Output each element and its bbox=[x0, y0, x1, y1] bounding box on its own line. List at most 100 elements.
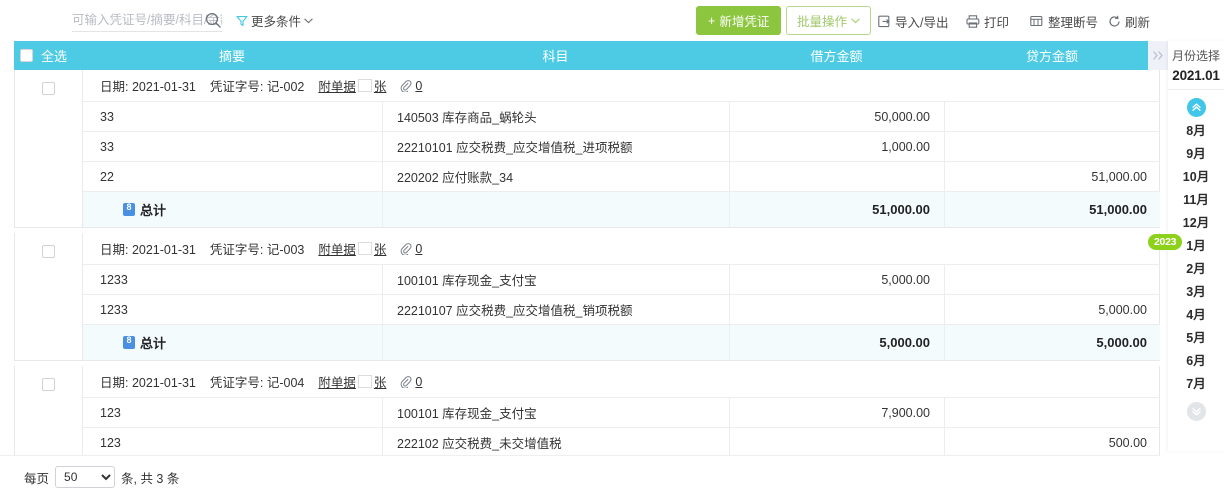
attach-prefix-label: 附单据 bbox=[318, 80, 356, 94]
attach-count-input[interactable] bbox=[357, 242, 372, 255]
entry-subject: 222102 应交税费_未交增值税 bbox=[383, 428, 730, 456]
attach-suffix-label: 张 bbox=[373, 376, 387, 390]
filter-funnel-icon bbox=[236, 15, 248, 27]
panel-divider bbox=[1168, 89, 1224, 90]
voucher-entry-row[interactable]: 33 140503 库存商品_蜗轮头 50,000.00 bbox=[83, 101, 1160, 131]
voucher-body: 日期: 2021-01-31 凭证字号: 记-004 附单据 张 0 123 100101 … bbox=[83, 366, 1160, 456]
scroll-down-months-button[interactable] bbox=[1186, 402, 1206, 421]
total-subject-cell bbox=[383, 325, 730, 360]
month-item[interactable]: 4月 bbox=[1186, 308, 1206, 322]
entry-subject: 140503 库存商品_蜗轮头 bbox=[383, 102, 730, 131]
print-label: 打印 bbox=[984, 16, 1010, 30]
entry-subject: 100101 库存现金_支付宝 bbox=[383, 265, 730, 294]
column-header-credit: 贷方金额 bbox=[1025, 49, 1078, 64]
chevron-down-icon bbox=[851, 17, 860, 24]
voucher-total-row: 总计 51,000.00 51,000.00 bbox=[83, 191, 1160, 227]
search-icon[interactable] bbox=[202, 9, 224, 31]
entry-subject: 220202 应付账款_34 bbox=[383, 162, 730, 191]
voucher-entry-row[interactable]: 1233 100101 库存现金_支付宝 5,000.00 bbox=[83, 264, 1160, 294]
batch-operation-button[interactable]: 批量操作 bbox=[786, 6, 872, 35]
pagination-footer: 每页 50 条, 共 3 条 bbox=[0, 462, 1160, 492]
month-item[interactable]: 10月 bbox=[1182, 170, 1210, 184]
voucher-entry-row[interactable]: 123 100101 库存现金_支付宝 7,900.00 bbox=[83, 397, 1160, 427]
entry-abstract: 33 bbox=[83, 102, 383, 131]
voucher-entry-row[interactable]: 1233 22210107 应交税费_应交增值税_销项税额 5,000.00 bbox=[83, 294, 1160, 324]
voucher-body: 日期: 2021-01-31 凭证字号: 记-002 附单据 张 0 33 140503 库… bbox=[83, 70, 1160, 227]
total-count-text: 条, 共 3 条 bbox=[121, 471, 180, 486]
entry-debit-amount: 50,000.00 bbox=[730, 102, 945, 131]
table-header-row: 全选 摘要 科目 借方金额 贷方金额 bbox=[14, 41, 1160, 70]
month-item[interactable]: 9月 bbox=[1186, 147, 1206, 161]
month-item[interactable]: 5月 bbox=[1186, 331, 1206, 345]
total-label: 总计 bbox=[140, 203, 167, 218]
panel-collapse-button[interactable] bbox=[1148, 41, 1168, 70]
refresh-label: 刷新 bbox=[1125, 16, 1151, 30]
search-input[interactable] bbox=[72, 12, 222, 27]
total-subject-cell bbox=[383, 192, 730, 227]
voucher-meta-row: 日期: 2021-01-31 凭证字号: 记-003 附单据 张 0 bbox=[83, 233, 1160, 264]
chevron-down-circle-icon bbox=[1191, 407, 1202, 416]
attachment-count-link[interactable]: 附单据 张 bbox=[318, 76, 386, 95]
entry-debit-amount bbox=[730, 162, 945, 191]
attachment-file-link[interactable]: 0 bbox=[400, 79, 422, 93]
select-all-cell[interactable]: 全选 bbox=[14, 41, 82, 70]
month-item[interactable]: 3月 bbox=[1186, 285, 1206, 299]
per-page-select[interactable]: 50 bbox=[55, 466, 116, 488]
scroll-up-months-button[interactable] bbox=[1186, 98, 1206, 117]
month-item[interactable]: 2月 bbox=[1186, 262, 1206, 276]
month-item[interactable]: 7月 bbox=[1186, 377, 1206, 391]
attachment-file-link[interactable]: 0 bbox=[400, 242, 422, 256]
entry-credit-amount bbox=[945, 398, 1160, 427]
month-item[interactable]: 1月 bbox=[1186, 239, 1206, 253]
column-header-debit: 借方金额 bbox=[810, 49, 863, 64]
voucher-checkbox[interactable] bbox=[42, 245, 55, 258]
voucher-number: 凭证字号: 记-004 bbox=[209, 376, 305, 390]
year-badge: 2023 bbox=[1148, 234, 1183, 250]
voucher-date: 日期: 2021-01-31 bbox=[100, 243, 196, 257]
more-conditions-button[interactable]: 更多条件 bbox=[236, 11, 313, 30]
month-item[interactable]: 8月 bbox=[1186, 124, 1206, 138]
voucher-checkbox[interactable] bbox=[42, 82, 55, 95]
voucher-number: 凭证字号: 记-003 bbox=[209, 243, 305, 257]
month-item[interactable]: 12月 bbox=[1182, 216, 1210, 230]
import-export-button[interactable]: 导入/导出 bbox=[878, 12, 948, 31]
voucher-checkbox[interactable] bbox=[42, 378, 55, 391]
month-item[interactable]: 11月 bbox=[1183, 193, 1209, 207]
voucher-select-cell[interactable] bbox=[15, 366, 83, 456]
current-period-label: 2021.01 bbox=[1172, 68, 1220, 83]
table-body: 日期: 2021-01-31 凭证字号: 记-002 附单据张 0 33 140503 库… bbox=[14, 70, 1160, 456]
attachment-count-link[interactable]: 附单据 张 bbox=[318, 372, 386, 391]
column-header-subject: 科目 bbox=[542, 49, 569, 64]
entry-abstract: 1233 bbox=[83, 295, 383, 324]
voucher-select-cell[interactable] bbox=[15, 70, 83, 227]
attach-count-input[interactable] bbox=[357, 79, 372, 92]
select-all-label: 全选 bbox=[41, 49, 68, 64]
print-button[interactable]: 打印 bbox=[966, 12, 1009, 31]
attachment-file-link[interactable]: 0 bbox=[400, 375, 422, 389]
refresh-icon bbox=[1108, 15, 1121, 28]
total-debit-amount: 51,000.00 bbox=[730, 192, 945, 227]
entry-credit-amount: 500.00 bbox=[1108, 435, 1147, 450]
attach-count-input[interactable] bbox=[357, 375, 372, 388]
voucher-select-cell[interactable] bbox=[15, 233, 83, 360]
add-voucher-button[interactable]: + 新增凭证 bbox=[696, 6, 782, 35]
abacus-icon bbox=[123, 335, 135, 349]
voucher-entry-row[interactable]: 123 222102 应交税费_未交增值税 500.00 bbox=[83, 427, 1160, 456]
total-debit-amount: 5,000.00 bbox=[730, 325, 945, 360]
paperclip-icon bbox=[400, 242, 412, 255]
voucher-meta-row: 日期: 2021-01-31 凭证字号: 记-004 附单据 张 0 bbox=[83, 366, 1160, 397]
month-item[interactable]: 6月 bbox=[1186, 354, 1206, 368]
entry-subject: 22210107 应交税费_应交增值税_销项税额 bbox=[383, 295, 730, 324]
search-field-wrapper bbox=[72, 8, 222, 32]
voucher-entry-row[interactable]: 33 22210101 应交税费_应交增值税_进项税额 1,000.00 bbox=[83, 131, 1160, 161]
chevron-double-right-icon bbox=[1152, 50, 1165, 61]
voucher-entry-row[interactable]: 22 220202 应付账款_34 51,000.00 bbox=[83, 161, 1160, 191]
refresh-button[interactable]: 刷新 bbox=[1108, 12, 1150, 31]
attachment-file-count: 0 bbox=[415, 78, 423, 93]
renumber-button[interactable]: 整理断号 bbox=[1030, 12, 1098, 31]
attachment-count-link[interactable]: 附单据 张 bbox=[318, 239, 386, 258]
entry-debit-amount: 5,000.00 bbox=[730, 265, 945, 294]
total-label: 总计 bbox=[140, 336, 167, 351]
select-all-checkbox[interactable] bbox=[20, 49, 33, 62]
voucher-block: 日期: 2021-01-31 凭证字号: 记-004 附单据 张 0 123 100101 … bbox=[14, 366, 1160, 456]
